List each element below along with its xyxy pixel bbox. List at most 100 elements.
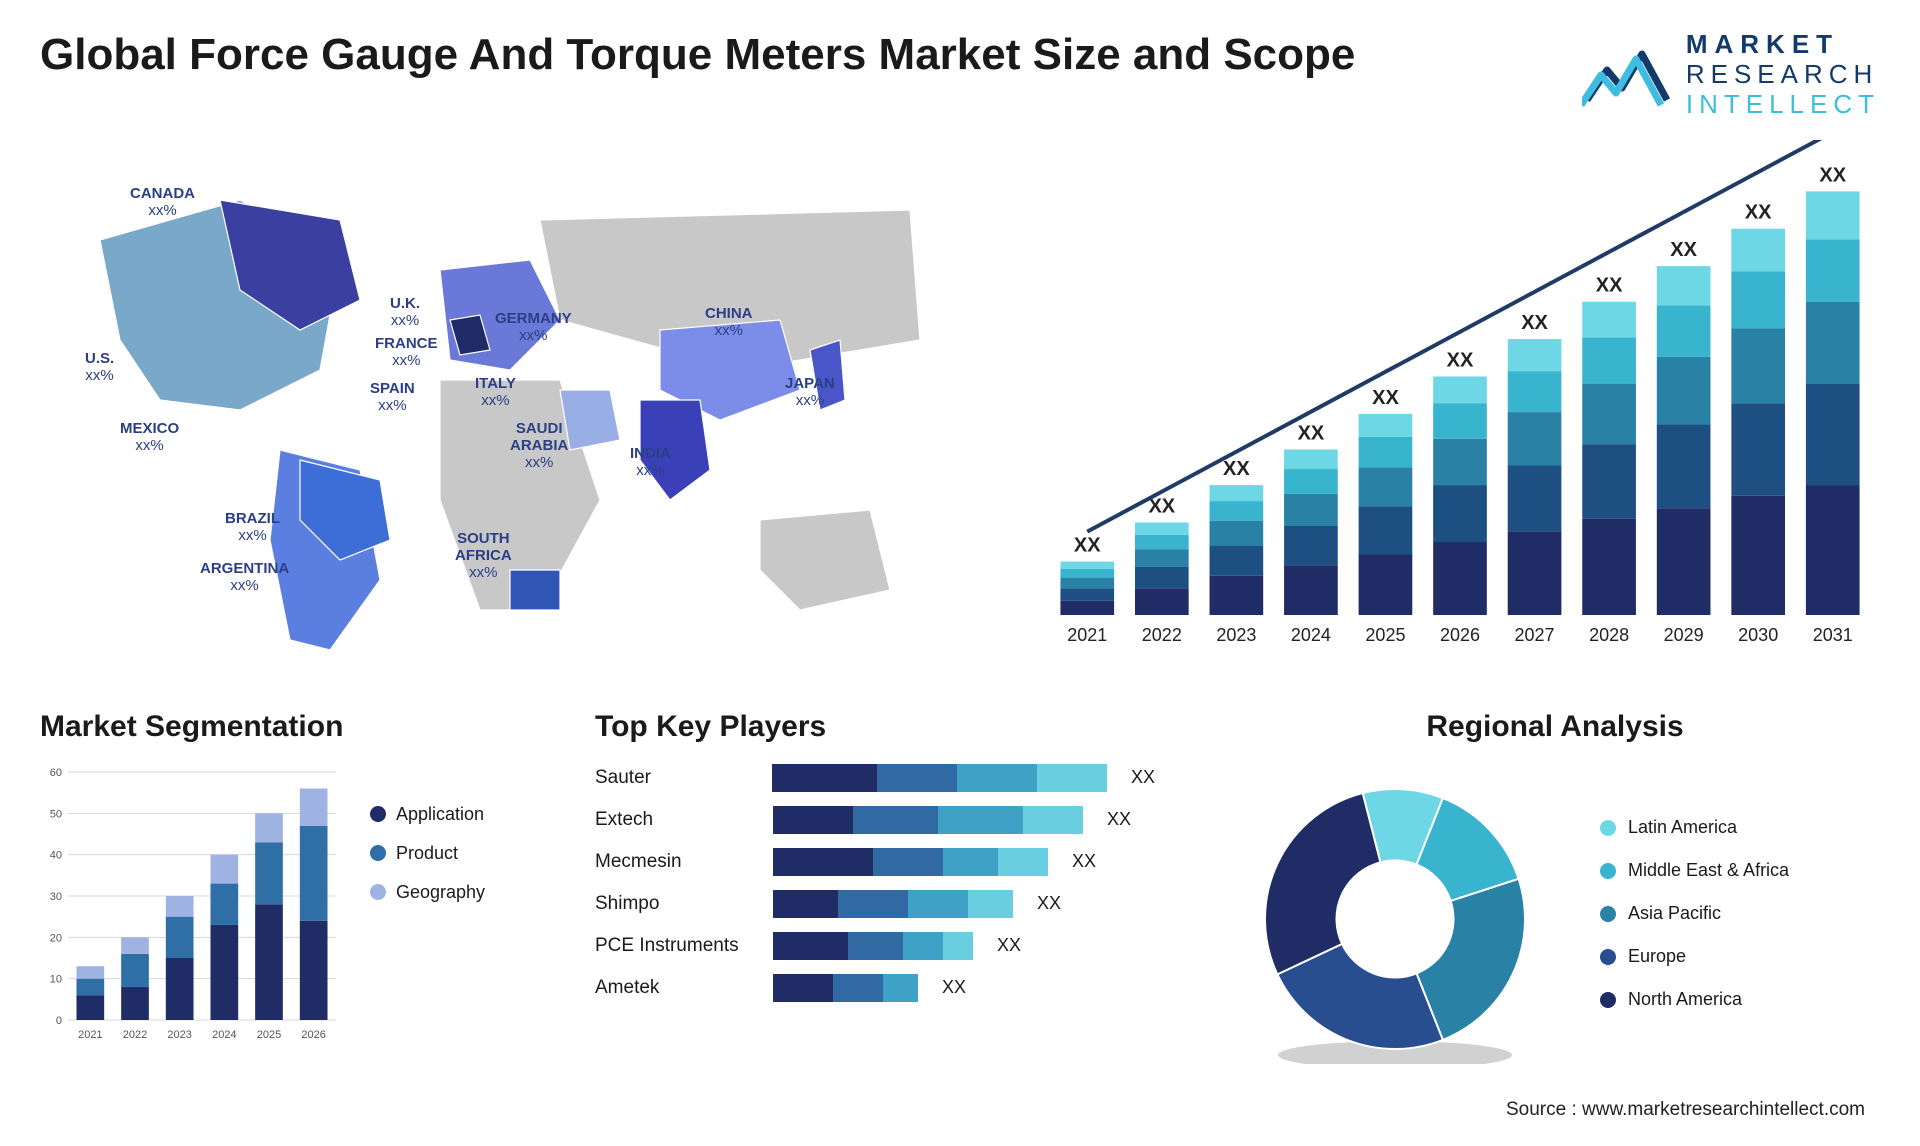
growth-bar-label: XX [1521, 312, 1548, 334]
regional-title: Regional Analysis [1230, 710, 1880, 744]
map-label-argentina: ARGENTINAxx% [200, 560, 289, 595]
growth-bar-2031-seg2 [1806, 301, 1860, 383]
growth-bar-2026-seg4 [1433, 376, 1487, 403]
segmentation-block: Market Segmentation 01020304050602021202… [40, 710, 520, 1064]
source-line: Source : www.marketresearchintellect.com [1506, 1099, 1865, 1121]
map-label-japan: JAPANxx% [785, 375, 835, 410]
growth-bar-2027-seg1 [1508, 465, 1562, 531]
player-bar-seg [938, 806, 1023, 834]
player-bar-seg [773, 806, 853, 834]
growth-bar-2029-seg4 [1657, 266, 1711, 305]
seg-xtick: 2024 [212, 1029, 236, 1041]
regional-legend-item: Middle East & Africa [1600, 860, 1789, 881]
player-bar [773, 932, 973, 960]
player-row: Mecmesin XX [595, 848, 1155, 876]
player-value: XX [1107, 809, 1131, 830]
seg-legend-label: Application [396, 804, 484, 825]
player-value: XX [1072, 851, 1096, 872]
player-bar-seg [773, 974, 833, 1002]
legend-swatch-icon [1600, 906, 1616, 922]
seg-legend-label: Product [396, 843, 458, 864]
growth-bar-2026-seg0 [1433, 542, 1487, 615]
seg-bar-2022-Application [121, 987, 149, 1020]
player-bar-seg [903, 932, 943, 960]
logo-line-3: INTELLECT [1686, 90, 1880, 120]
growth-bar-2022-seg1 [1135, 567, 1189, 588]
regional-legend-label: Latin America [1628, 817, 1737, 838]
regional-legend: Latin AmericaMiddle East & AfricaAsia Pa… [1600, 817, 1789, 1010]
seg-bar-2021-Geography [76, 966, 104, 978]
legend-swatch-icon [1600, 949, 1616, 965]
player-name: Extech [595, 809, 755, 831]
seg-ytick: 30 [50, 891, 62, 903]
growth-bar-2023-seg3 [1210, 501, 1264, 521]
growth-bar-2023-seg2 [1210, 520, 1264, 545]
growth-chart: XX2021XX2022XX2023XX2024XX2025XX2026XX20… [1040, 140, 1880, 670]
player-bar [773, 974, 918, 1002]
player-bar-seg [1023, 806, 1083, 834]
legend-swatch-icon [370, 806, 386, 822]
seg-bar-2024-Product [210, 883, 238, 924]
map-region-saudi [560, 390, 620, 450]
growth-category-label: 2023 [1216, 625, 1256, 645]
growth-bar-2027-seg2 [1508, 412, 1562, 465]
player-bar-seg [773, 932, 848, 960]
player-bar [773, 848, 1048, 876]
player-bar-seg [838, 890, 908, 918]
growth-bar-2029-seg1 [1657, 424, 1711, 508]
growth-bar-label: XX [1074, 534, 1101, 556]
growth-bar-2023-seg0 [1210, 576, 1264, 615]
map-label-u-s-: U.S.xx% [85, 350, 114, 385]
seg-bar-2022-Geography [121, 937, 149, 954]
player-bar-seg [877, 764, 957, 792]
seg-legend-item: Product [370, 843, 485, 864]
growth-bar-2021-seg1 [1060, 588, 1114, 600]
seg-bar-2023-Geography [166, 896, 194, 917]
growth-bar-2025-seg2 [1359, 467, 1413, 506]
growth-category-label: 2021 [1067, 625, 1107, 645]
player-bar-seg [772, 764, 877, 792]
seg-legend-item: Application [370, 804, 485, 825]
player-bar [773, 806, 1083, 834]
growth-bar-label: XX [1745, 201, 1772, 223]
growth-bar-2022-seg4 [1135, 522, 1189, 534]
map-label-brazil: BRAZILxx% [225, 510, 280, 545]
growth-category-label: 2029 [1664, 625, 1704, 645]
header: Global Force Gauge And Torque Meters Mar… [40, 30, 1880, 120]
map-label-spain: SPAINxx% [370, 380, 415, 415]
growth-bar-2021-seg4 [1060, 561, 1114, 568]
growth-bar-2030-seg2 [1731, 328, 1785, 403]
map-region-australia [760, 510, 890, 610]
player-name: Ametek [595, 977, 755, 999]
growth-bar-2031-seg1 [1806, 383, 1860, 484]
growth-bar-2029-seg3 [1657, 305, 1711, 357]
page-root: Global Force Gauge And Torque Meters Mar… [0, 0, 1920, 1146]
growth-bar-2022-seg2 [1135, 549, 1189, 567]
player-name: PCE Instruments [595, 935, 755, 957]
seg-ytick: 60 [50, 767, 62, 779]
player-name: Mecmesin [595, 851, 755, 873]
seg-xtick: 2025 [257, 1029, 281, 1041]
player-bar-seg [833, 974, 883, 1002]
player-bar [772, 764, 1107, 792]
map-region-south-africa [510, 570, 560, 610]
growth-bar-2021-seg0 [1060, 600, 1114, 614]
donut-hole [1338, 861, 1453, 976]
player-value: XX [1131, 767, 1155, 788]
seg-bar-2026-Application [300, 920, 328, 1019]
seg-bar-2025-Product [255, 842, 283, 904]
growth-bar-2026-seg3 [1433, 403, 1487, 439]
growth-bar-2024-seg2 [1284, 494, 1338, 526]
player-value: XX [1037, 893, 1061, 914]
player-bar-seg [883, 974, 918, 1002]
seg-bar-2025-Application [255, 904, 283, 1020]
seg-bar-2024-Geography [210, 854, 238, 883]
legend-swatch-icon [370, 845, 386, 861]
growth-category-label: 2027 [1515, 625, 1555, 645]
growth-bar-2024-seg4 [1284, 449, 1338, 469]
seg-ytick: 50 [50, 808, 62, 820]
growth-bar-2026-seg2 [1433, 438, 1487, 484]
seg-ytick: 20 [50, 932, 62, 944]
growth-bar-2028-seg0 [1582, 519, 1636, 615]
growth-category-label: 2031 [1813, 625, 1853, 645]
